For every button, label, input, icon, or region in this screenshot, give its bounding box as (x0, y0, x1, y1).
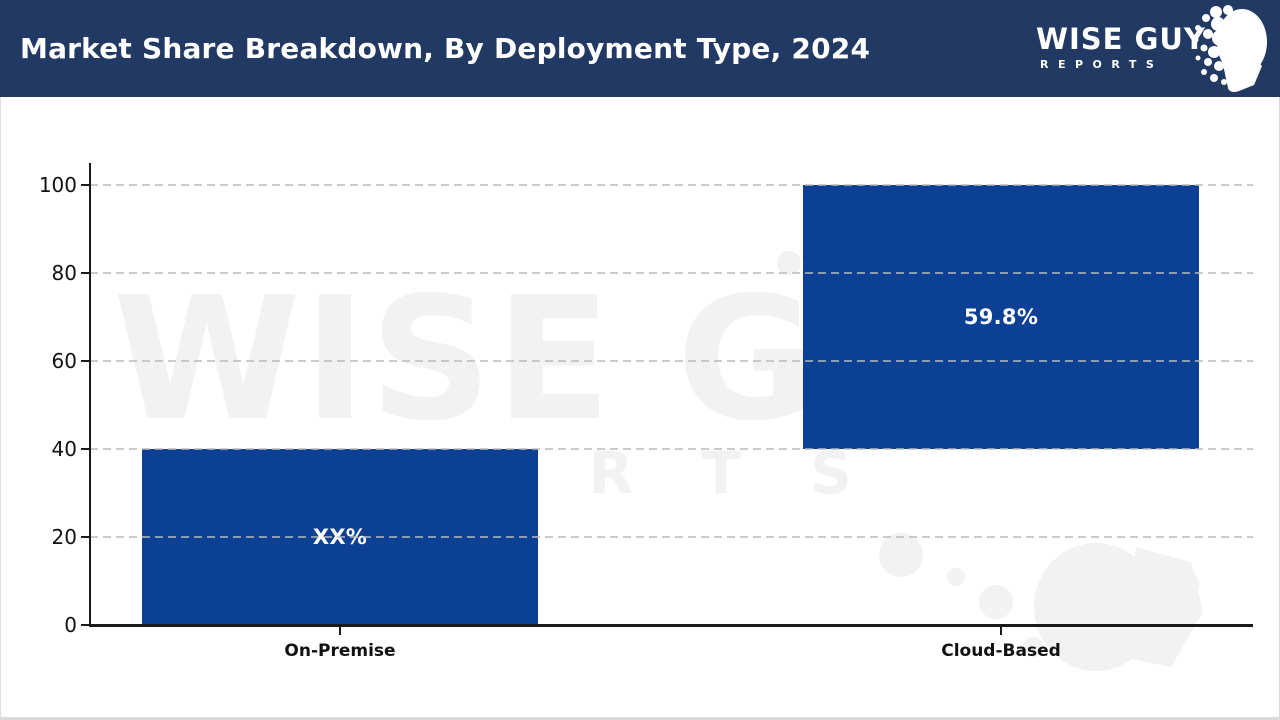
y-tick-label: 40 (51, 437, 77, 461)
y-tick-mark (81, 360, 89, 362)
y-tick-label: 0 (64, 613, 77, 637)
x-axis-line (89, 624, 1253, 627)
gridline-60 (90, 360, 1253, 362)
y-tick-mark (81, 448, 89, 450)
y-tick-mark (81, 624, 89, 626)
y-tick-label: 100 (38, 173, 77, 197)
gridline-20 (90, 536, 1253, 538)
logo-wordmark-text: WISE GUY (1036, 22, 1206, 56)
category-label: On-Premise (284, 641, 396, 661)
gridline-40 (90, 448, 1253, 450)
y-tick-label: 60 (51, 349, 77, 373)
watermark-letter: T (701, 439, 741, 507)
watermark-letter: R (588, 439, 634, 507)
logo-head-icon (1193, 5, 1267, 92)
y-tick-mark (81, 536, 89, 538)
page-title: Market Share Breakdown, By Deployment Ty… (20, 32, 871, 65)
watermark-head-shape (777, 251, 1203, 671)
logo-subtitle-text: REPORTS (1040, 58, 1164, 71)
gridline-100 (90, 184, 1253, 186)
y-axis-line (89, 163, 91, 627)
header-bar: Market Share Breakdown, By Deployment Ty… (0, 0, 1280, 97)
y-tick-mark (81, 272, 89, 274)
bar-value-label: 59.8% (963, 305, 1039, 329)
gridline-80 (90, 272, 1253, 274)
y-tick-mark (81, 184, 89, 186)
bar-cloud-based: 59.8% (803, 185, 1199, 449)
x-tick-mark (1000, 627, 1002, 635)
y-tick-label: 20 (51, 525, 77, 549)
wiseguy-logo: WISE GUY REPORTS (1018, 0, 1268, 97)
watermark-letter: S (810, 439, 852, 507)
category-label: Cloud-Based (941, 641, 1061, 661)
x-tick-mark (339, 627, 341, 635)
y-tick-label: 80 (51, 261, 77, 285)
